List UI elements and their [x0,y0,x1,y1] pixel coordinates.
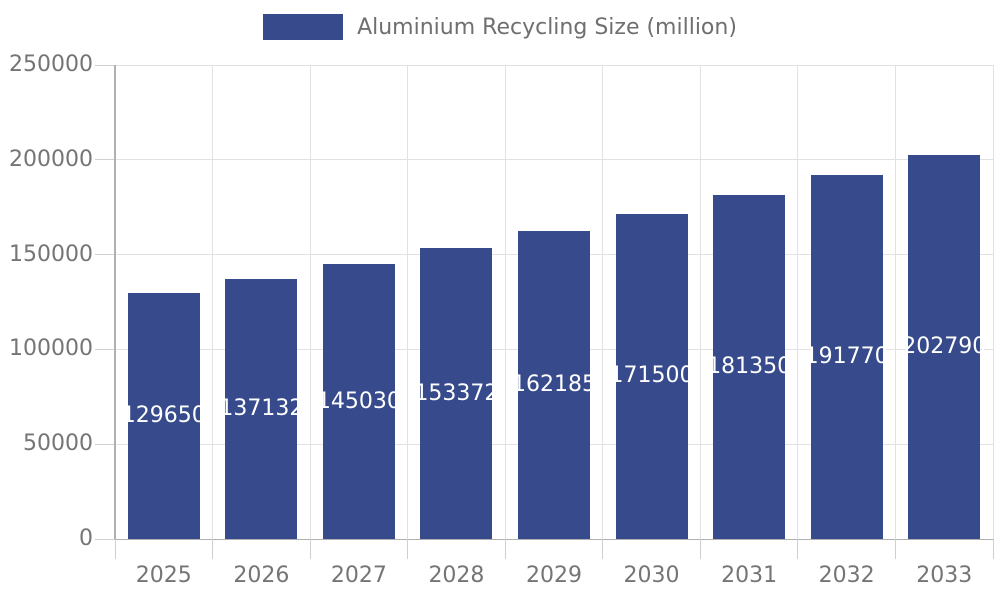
x-tick-label: 2030 [623,563,680,588]
x-tick-label: 2028 [428,563,485,588]
v-gridline [407,65,409,539]
bar [908,154,981,539]
bar [810,175,883,539]
bar [518,231,590,539]
bar [420,248,493,539]
y-tick [95,538,115,540]
v-gridline [504,65,506,539]
x-tick-label: 2029 [526,563,582,588]
legend-label: Aluminium Recycling Size (million) [357,14,737,40]
y-tick [95,159,115,161]
x-tick [309,539,311,559]
x-tick [797,539,799,559]
y-axis-line [114,65,116,539]
y-tick-label: 100000 [9,336,93,362]
v-gridline [309,65,311,539]
x-tick [504,539,506,559]
y-tick [95,348,115,350]
bar [615,213,688,539]
y-tick [95,64,115,66]
bar [713,195,786,539]
x-tick-label: 2026 [233,563,290,588]
x-tick [894,539,896,559]
legend-swatch [263,14,344,40]
x-tick-label: 2031 [721,563,778,588]
y-tick-label: 250000 [9,52,93,77]
v-gridline [699,65,701,539]
x-tick [212,539,214,559]
h-gridline [115,64,993,66]
y-tick-label: 150000 [9,241,93,267]
legend[interactable]: Aluminium Recycling Size (million) [0,14,1000,40]
v-gridline [602,65,604,539]
x-tick [602,539,604,559]
x-axis-line [114,538,993,540]
x-tick-label: 2025 [135,563,192,588]
bar [127,293,200,539]
x-tick-label: 2032 [818,563,875,588]
y-tick-label: 50000 [23,431,93,457]
x-tick [407,539,409,559]
v-gridline [797,65,799,539]
y-tick [95,254,115,256]
h-gridline [115,159,993,161]
x-tick-label: 2027 [330,563,387,588]
v-gridline [992,65,994,539]
x-tick-label: 2033 [916,563,973,588]
y-tick-label: 200000 [9,146,93,172]
x-tick [114,539,116,559]
x-tick [699,539,701,559]
bar [225,278,298,539]
v-gridline [212,65,214,539]
y-tick [95,443,115,445]
bar [322,264,395,539]
x-tick [992,539,994,559]
v-gridline [894,65,896,539]
y-tick-label: 0 [79,526,93,551]
